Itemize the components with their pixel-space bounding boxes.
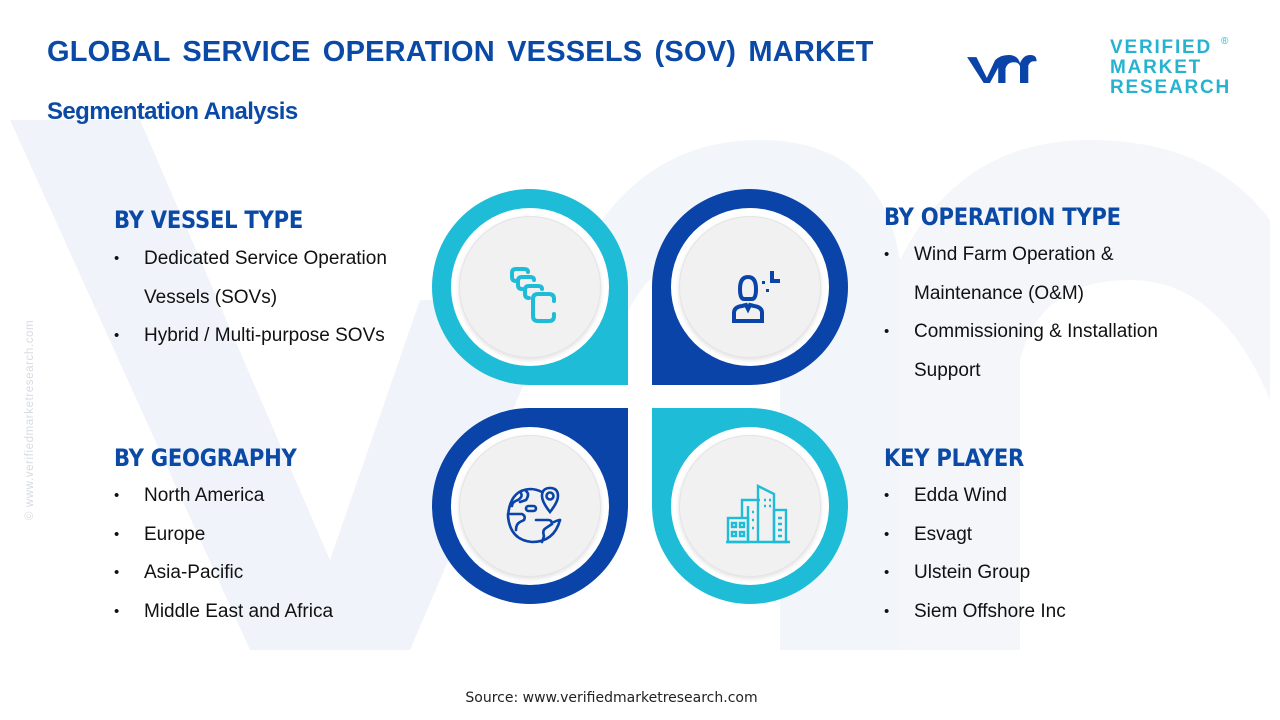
list-item: Wind Farm Operation &Maintenance (O&M) xyxy=(884,236,1158,313)
logo-line-research: RESEARCH xyxy=(1110,77,1232,98)
list-item: Hybrid / Multi-purpose SOVs xyxy=(114,317,387,356)
globe-location-icon xyxy=(506,486,562,544)
list-item: Edda Wind xyxy=(884,477,1066,516)
segment-list: Wind Farm Operation &Maintenance (O&M) C… xyxy=(884,236,1158,390)
logo-wordmark: VERIFIED MARKET RESEARCH xyxy=(1110,38,1231,98)
stacked-squares-icon xyxy=(510,267,556,323)
list-item: Siem Offshore Inc xyxy=(884,593,1066,632)
segment-heading: BY GEOGRAPHY xyxy=(114,444,297,472)
logo-line-verified: VERIFIED xyxy=(1110,37,1213,58)
city-buildings-icon xyxy=(726,484,790,544)
segment-operation-type: BY OPERATION TYPE Wind Farm Operation &M… xyxy=(884,203,1158,390)
source-footnote: Source: www.verifiedmarketresearch.com xyxy=(465,690,758,706)
person-operator-icon xyxy=(732,271,780,323)
page-subtitle: Segmentation Analysis xyxy=(47,98,298,125)
side-watermark-url: © www.verifiedmarketresearch.com xyxy=(24,319,36,520)
list-item: Middle East and Africa xyxy=(114,593,333,632)
drop-vessel-type xyxy=(432,189,628,385)
segment-heading: KEY PLAYER xyxy=(884,444,1025,472)
segment-geography: BY GEOGRAPHY North America Europe Asia-P… xyxy=(114,444,333,631)
list-item: Europe xyxy=(114,516,333,555)
segment-heading: BY VESSEL TYPE xyxy=(114,206,303,234)
logo-line-market: MARKET xyxy=(1110,57,1203,78)
drop-geography xyxy=(432,408,628,604)
drop-key-player xyxy=(652,408,848,604)
segment-heading: BY OPERATION TYPE xyxy=(884,203,1121,231)
segment-list: Edda Wind Esvagt Ulstein Group Siem Offs… xyxy=(884,477,1066,631)
page-title: GLOBAL SERVICE OPERATION VESSELS (SOV) M… xyxy=(47,36,874,68)
list-item: Esvagt xyxy=(884,516,1066,555)
list-item: Asia-Pacific xyxy=(114,554,333,593)
segment-key-player: KEY PLAYER Edda Wind Esvagt Ulstein Grou… xyxy=(884,444,1066,631)
registered-mark: ® xyxy=(1221,36,1229,47)
segment-list: North America Europe Asia-Pacific Middle… xyxy=(114,477,333,631)
list-item: North America xyxy=(114,477,333,516)
list-item: Ulstein Group xyxy=(884,554,1066,593)
segment-vessel-type: BY VESSEL TYPE Dedicated Service Operati… xyxy=(114,206,387,356)
drop-operation-type xyxy=(652,189,848,385)
vmr-logo-mark-icon xyxy=(967,55,1037,83)
